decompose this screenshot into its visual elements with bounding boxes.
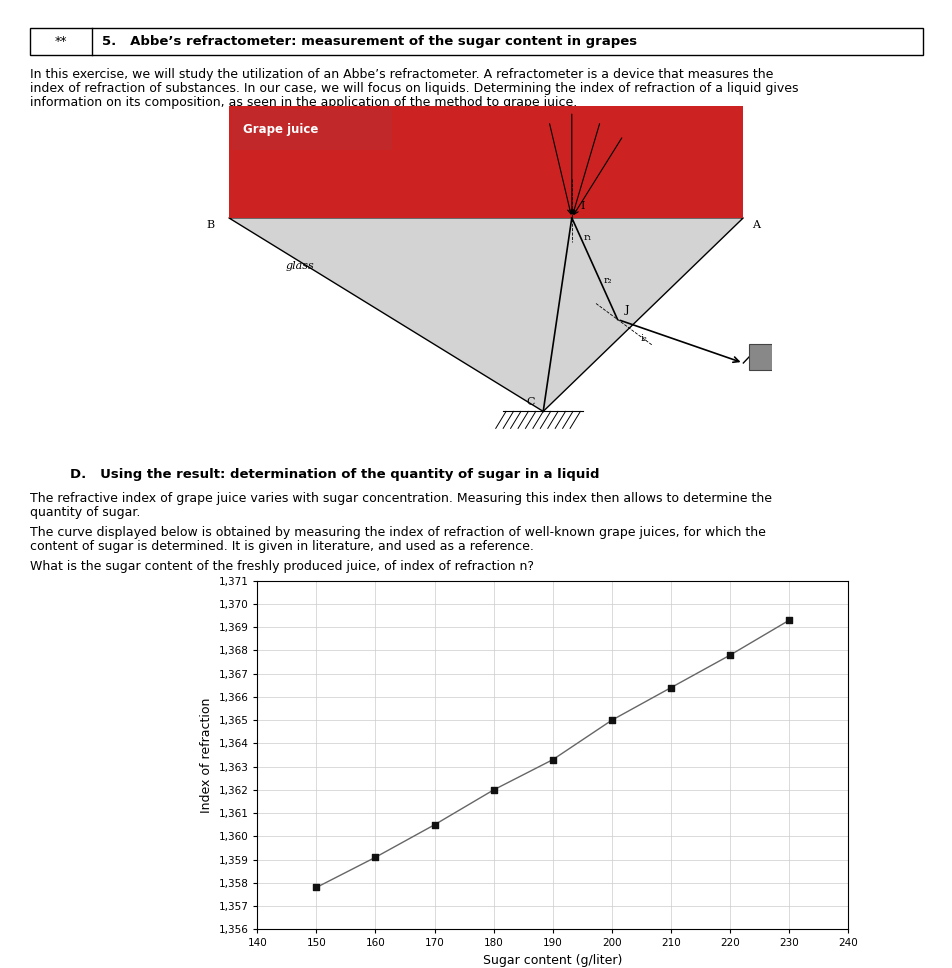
Point (604, 712, 619, 728)
Polygon shape (228, 218, 743, 411)
Point (367, 850, 383, 865)
Point (663, 680, 678, 695)
Text: quantity of sugar.: quantity of sugar. (30, 506, 140, 519)
Text: The refractive index of grape juice varies with sugar concentration. Measuring t: The refractive index of grape juice vari… (30, 492, 771, 505)
Text: content of sugar is determined. It is given in literature, and used as a referen: content of sugar is determined. It is gi… (30, 540, 533, 553)
Text: r₂: r₂ (603, 276, 611, 286)
Point (722, 648, 737, 663)
Text: What is the sugar content of the freshly produced juice, of index of refraction : What is the sugar content of the freshly… (30, 560, 533, 573)
Y-axis label: Index of refraction: Index of refraction (200, 697, 212, 813)
Point (545, 752, 560, 768)
Text: index of refraction of substances. In our case, we will focus on liquids. Determ: index of refraction of substances. In ou… (30, 82, 798, 95)
Text: I: I (580, 200, 585, 210)
Point (426, 817, 442, 832)
Point (486, 782, 501, 798)
Text: J: J (624, 305, 628, 315)
Text: A: A (751, 220, 759, 230)
Bar (30, 28, 922, 55)
Text: glass: glass (286, 261, 314, 271)
Text: **: ** (54, 35, 68, 48)
Text: In this exercise, we will study the utilization of an Abbe’s refractometer. A re: In this exercise, we will study the util… (30, 68, 773, 81)
Text: i₂: i₂ (640, 334, 646, 344)
Text: information on its composition, as seen in the application of the method to grap: information on its composition, as seen … (30, 96, 577, 109)
Text: 5.   Abbe’s refractometer: measurement of the sugar content in grapes: 5. Abbe’s refractometer: measurement of … (102, 35, 637, 48)
Text: C: C (526, 397, 534, 407)
Point (308, 880, 324, 895)
Text: Grape juice: Grape juice (243, 123, 318, 136)
Text: r₁: r₁ (583, 232, 591, 242)
Text: D.   Using the result: determination of the quantity of sugar in a liquid: D. Using the result: determination of th… (69, 468, 599, 481)
Text: B: B (206, 220, 214, 230)
Point (781, 613, 796, 628)
Text: The curve displayed below is obtained by measuring the index of refraction of we: The curve displayed below is obtained by… (30, 526, 765, 539)
Bar (228, 106, 743, 218)
Bar (748, 344, 811, 370)
X-axis label: Sugar content (g/liter): Sugar content (g/liter) (483, 953, 622, 967)
Bar (231, 108, 391, 150)
